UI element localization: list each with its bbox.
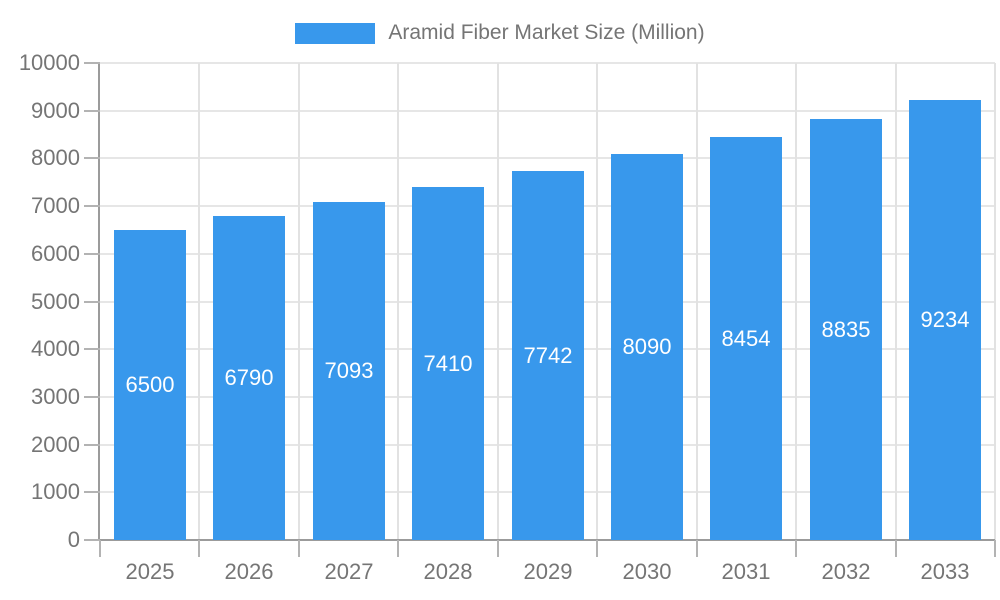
h-gridline bbox=[100, 157, 995, 160]
y-axis-tick-label: 6000 bbox=[31, 240, 80, 266]
x-axis-tick bbox=[297, 540, 300, 557]
bar bbox=[909, 100, 981, 540]
y-axis-tick bbox=[84, 395, 100, 398]
y-axis-tick-label: 0 bbox=[67, 527, 80, 552]
y-axis-tick-label: 7000 bbox=[31, 193, 80, 219]
v-gridline bbox=[994, 63, 996, 540]
y-axis-tick bbox=[84, 252, 100, 255]
y-axis-tick bbox=[84, 443, 100, 446]
v-gridline bbox=[894, 63, 897, 540]
bar bbox=[213, 216, 285, 540]
bar bbox=[114, 230, 186, 540]
v-gridline bbox=[397, 63, 400, 540]
y-axis-tick-label: 5000 bbox=[31, 288, 80, 314]
v-gridline bbox=[695, 63, 698, 540]
bar bbox=[611, 154, 683, 540]
x-axis-tick-label: 2026 bbox=[224, 559, 274, 584]
y-axis-tick-label: 2000 bbox=[31, 431, 80, 457]
bar-value-label: 8454 bbox=[721, 326, 771, 351]
bar-value-label: 7410 bbox=[423, 351, 473, 376]
v-gridline bbox=[795, 63, 798, 540]
bar-value-label: 6500 bbox=[125, 372, 175, 397]
x-axis-line bbox=[98, 539, 995, 541]
y-axis-tick-label: 8000 bbox=[31, 145, 80, 171]
y-axis-tick-label: 1000 bbox=[31, 479, 80, 505]
bar bbox=[512, 171, 584, 540]
x-axis-tick bbox=[397, 540, 400, 557]
x-axis-tick-label: 2027 bbox=[324, 559, 374, 584]
y-axis-tick bbox=[84, 300, 100, 303]
bar-value-label: 6790 bbox=[224, 365, 274, 390]
bar bbox=[810, 119, 882, 540]
y-axis-tick bbox=[84, 205, 100, 208]
chart-legend: Aramid Fiber Market Size (Million) bbox=[0, 21, 1000, 45]
bar bbox=[313, 202, 385, 540]
x-axis-tick-label: 2028 bbox=[423, 559, 473, 584]
legend-swatch-icon bbox=[295, 22, 376, 44]
v-gridline bbox=[496, 63, 499, 540]
v-gridline bbox=[297, 63, 300, 540]
bar-value-label: 8090 bbox=[622, 334, 672, 359]
x-axis-tick bbox=[496, 540, 499, 557]
bar-value-label: 7742 bbox=[523, 343, 573, 368]
bar-value-label: 7093 bbox=[324, 358, 374, 383]
x-axis-tick bbox=[795, 540, 798, 557]
legend-label: Aramid Fiber Market Size (Million) bbox=[388, 21, 705, 44]
x-axis-tick-label: 2031 bbox=[721, 559, 771, 584]
x-axis-tick bbox=[596, 540, 599, 557]
x-axis-tick bbox=[994, 540, 996, 557]
y-axis-tick bbox=[84, 491, 100, 494]
x-axis-tick-label: 2032 bbox=[821, 559, 871, 584]
y-axis-tick-label: 3000 bbox=[31, 383, 80, 409]
h-gridline bbox=[100, 109, 995, 112]
y-axis-tick-label: 10000 bbox=[18, 50, 80, 75]
bar bbox=[710, 137, 782, 540]
v-gridline bbox=[198, 63, 201, 540]
bar-value-label: 9234 bbox=[920, 307, 970, 332]
x-axis-tick bbox=[695, 540, 698, 557]
x-axis-tick bbox=[894, 540, 897, 557]
h-gridline bbox=[100, 62, 995, 64]
x-axis-tick-label: 2033 bbox=[920, 559, 970, 584]
bar bbox=[412, 187, 484, 540]
x-axis-tick bbox=[99, 540, 101, 557]
y-axis-tick-label: 9000 bbox=[31, 97, 80, 123]
x-axis-tick-label: 2029 bbox=[523, 559, 573, 584]
x-axis-tick-label: 2025 bbox=[125, 559, 175, 584]
bar-value-label: 8835 bbox=[821, 317, 871, 342]
x-axis-tick bbox=[198, 540, 201, 557]
x-axis-tick-label: 2030 bbox=[622, 559, 672, 584]
y-axis-tick bbox=[84, 539, 100, 541]
y-axis-tick-label: 4000 bbox=[31, 336, 80, 362]
y-axis-tick bbox=[84, 62, 100, 64]
v-gridline bbox=[596, 63, 599, 540]
y-axis-tick bbox=[84, 109, 100, 112]
y-axis-tick bbox=[84, 157, 100, 160]
y-axis-tick bbox=[84, 348, 100, 351]
